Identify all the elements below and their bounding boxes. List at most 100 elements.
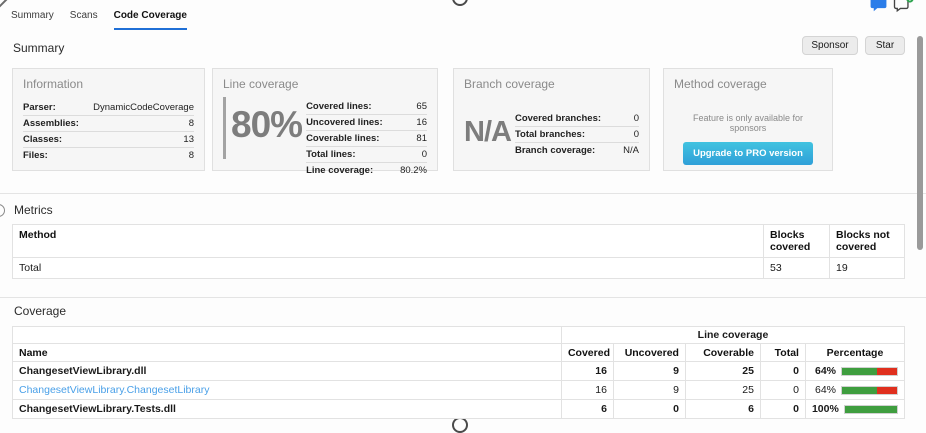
info-label: Parser:	[23, 101, 56, 113]
info-value: 8	[188, 149, 194, 161]
info-label: Classes:	[23, 133, 63, 145]
coverage-bar	[841, 385, 898, 395]
line-label: Line coverage:	[306, 164, 374, 176]
coverage-bar	[841, 366, 898, 376]
line-coverage-table: Covered lines: 65 Uncovered lines: 16 Co…	[306, 99, 427, 178]
line-coverage-quota-bar	[223, 97, 226, 159]
info-row-files: Files: 8	[23, 147, 194, 163]
total-cell: 0	[759, 361, 806, 381]
covered-cell: 16	[560, 380, 614, 400]
chat-bubble-icon[interactable]	[869, 0, 888, 14]
info-row-classes: Classes: 13	[23, 131, 194, 147]
cropped-circle-top	[452, 0, 468, 6]
info-value: 8	[188, 117, 194, 129]
metrics-total-row: Total 53 19	[12, 257, 905, 279]
coverable-cell: 6	[684, 399, 761, 419]
coverage-table: Line coverage Name Covered Uncovered Cov…	[12, 326, 906, 419]
line-coverage-big-value: 80%	[231, 104, 303, 145]
cropped-corner-mark	[0, 0, 10, 10]
coverage-group-empty-cell	[12, 326, 562, 344]
line-row-coverable: Coverable lines: 81	[306, 130, 427, 146]
vertical-scrollbar[interactable]	[917, 36, 923, 250]
coverage-group-line-coverage: Line coverage	[560, 326, 906, 344]
branch-coverage-card: Branch coverage N/A Covered branches: 0 …	[453, 68, 650, 171]
branch-row-covered: Covered branches: 0	[515, 111, 639, 126]
metrics-col-blocks-covered: Blocks covered	[763, 224, 830, 258]
sponsor-button[interactable]: Sponsor	[802, 36, 858, 55]
metrics-col-blocks-not-covered: Blocks not covered	[829, 224, 905, 258]
chat-bubble-add-icon[interactable]	[892, 0, 916, 14]
method-coverage-card: Method coverage Feature is only availabl…	[663, 68, 833, 171]
branch-label: Total branches:	[514, 128, 585, 140]
line-row-total: Total lines: 0	[306, 146, 427, 162]
metrics-blocks-covered-cell: 53	[763, 257, 830, 279]
coverage-header-row: Name Covered Uncovered Coverable Total P…	[12, 343, 906, 362]
assembly-name: ChangesetViewLibrary.dll	[12, 361, 562, 381]
info-value: DynamicCodeCoverage	[93, 101, 194, 113]
percentage-cell: 64%	[804, 361, 906, 381]
info-label: Assemblies:	[23, 117, 79, 129]
star-button[interactable]: Star	[865, 36, 905, 55]
percentage-value: 100%	[811, 403, 839, 415]
section-divider	[0, 193, 926, 194]
line-row-covered: Covered lines: 65	[306, 99, 427, 114]
summary-heading: Summary	[13, 41, 65, 55]
metrics-col-method: Method	[12, 224, 764, 258]
class-name-link[interactable]: ChangesetViewLibrary.ChangesetLibrary	[12, 380, 562, 400]
branch-label: Branch coverage:	[514, 144, 596, 156]
line-row-percentage: Line coverage: 80.2%	[306, 162, 427, 178]
branch-label: Covered branches:	[514, 112, 602, 124]
coverage-col-uncovered[interactable]: Uncovered	[612, 343, 686, 362]
line-value: 65	[416, 100, 427, 112]
cropped-circle-left	[0, 204, 5, 217]
percentage-value: 64%	[814, 384, 836, 396]
metrics-method-cell: Total	[12, 257, 764, 279]
metrics-blocks-not-covered-cell: 19	[829, 257, 905, 279]
line-label: Uncovered lines:	[306, 116, 383, 128]
covered-cell: 16	[560, 361, 614, 381]
uncovered-cell: 9	[612, 380, 686, 400]
coverable-cell: 25	[684, 361, 761, 381]
uncovered-cell: 9	[612, 361, 686, 381]
metrics-heading: Metrics	[14, 203, 53, 217]
line-row-uncovered: Uncovered lines: 16	[306, 114, 427, 130]
cropped-circle-bottom	[452, 417, 468, 433]
information-table: Parser: DynamicCodeCoverage Assemblies: …	[23, 100, 194, 163]
tab-summary[interactable]: Summary	[11, 10, 54, 21]
coverage-col-covered[interactable]: Covered	[560, 343, 614, 362]
coverage-bar	[843, 404, 898, 414]
covered-cell: 6	[560, 399, 614, 419]
coverage-col-total[interactable]: Total	[759, 343, 806, 362]
tab-scans[interactable]: Scans	[69, 10, 98, 21]
branch-value: 0	[633, 128, 639, 140]
line-coverage-card-title: Line coverage	[223, 77, 299, 91]
line-value: 81	[416, 132, 427, 144]
uncovered-cell: 0	[612, 399, 686, 419]
total-cell: 0	[759, 380, 806, 400]
branch-coverage-table: Covered branches: 0 Total branches: 0 Br…	[514, 111, 639, 158]
metrics-table: Method Blocks covered Blocks not covered…	[12, 224, 905, 279]
metrics-header-row: Method Blocks covered Blocks not covered	[12, 224, 905, 258]
upgrade-pro-button[interactable]: Upgrade to PRO version	[683, 142, 813, 165]
information-card: Information Parser: DynamicCodeCoverage …	[12, 68, 205, 171]
coverage-col-coverable[interactable]: Coverable	[684, 343, 761, 362]
coverage-group-header-row: Line coverage	[12, 326, 906, 344]
branch-value: 0	[633, 112, 639, 124]
line-label: Total lines:	[306, 148, 356, 160]
branch-coverage-big-value: N/A	[464, 116, 512, 148]
coverage-row-assembly: ChangesetViewLibrary.dll 16 9 25 0 64%	[12, 361, 906, 381]
percentage-cell: 64%	[804, 380, 906, 400]
coverage-row-class: ChangesetViewLibrary.ChangesetLibrary 16…	[12, 380, 906, 400]
total-cell: 0	[759, 399, 806, 419]
top-icon-group	[869, 0, 916, 14]
coverage-col-name[interactable]: Name	[12, 343, 562, 362]
sponsors-only-note: Feature is only available for sponsors	[692, 113, 804, 133]
branch-coverage-card-title: Branch coverage	[464, 77, 555, 91]
percentage-cell: 100%	[804, 399, 906, 419]
tab-code-coverage[interactable]: Code Coverage	[113, 10, 187, 30]
line-value: 16	[416, 116, 427, 128]
coverage-col-percentage[interactable]: Percentage	[804, 343, 906, 362]
percentage-value: 64%	[814, 365, 836, 377]
info-value: 13	[183, 133, 194, 145]
information-card-title: Information	[23, 77, 84, 91]
